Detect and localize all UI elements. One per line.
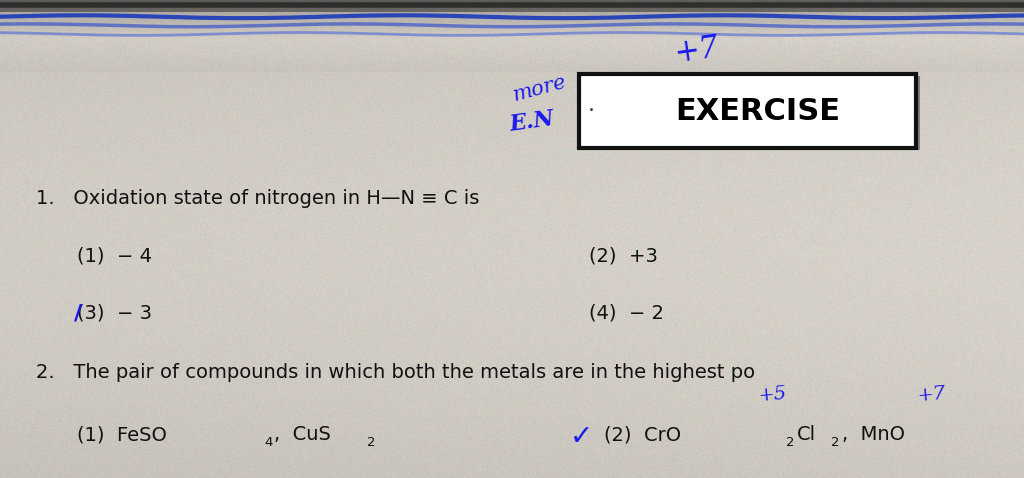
Text: (1)  FeSO: (1) FeSO [77,425,167,445]
Text: (1)  − 4: (1) − 4 [77,246,152,265]
Text: +7: +7 [916,384,947,404]
Text: 2: 2 [367,435,375,449]
Text: (2)  +3: (2) +3 [589,246,657,265]
Text: 2: 2 [831,435,840,449]
Text: more: more [511,72,568,105]
Text: 2: 2 [786,435,795,449]
Text: 2.   The pair of compounds in which both the metals are in the highest po: 2. The pair of compounds in which both t… [36,363,755,382]
Text: ,  CuS: , CuS [274,425,332,445]
Text: (3)  − 3: (3) − 3 [77,304,152,323]
Text: Cl: Cl [797,425,816,445]
Text: /: / [74,303,82,323]
Text: E.N: E.N [509,108,556,136]
Text: 1.   Oxidation state of nitrogen in H—N ≡ C is: 1. Oxidation state of nitrogen in H—N ≡ … [36,189,479,208]
FancyBboxPatch shape [579,74,916,148]
Text: ,  MnO: , MnO [842,425,905,445]
Text: +7: +7 [672,32,721,69]
Text: EXERCISE: EXERCISE [675,97,841,126]
FancyBboxPatch shape [582,76,920,150]
Text: (2)  CrO: (2) CrO [604,425,681,445]
Text: ✓: ✓ [570,424,593,451]
Text: (4)  − 2: (4) − 2 [589,304,664,323]
Text: +5: +5 [758,384,788,404]
Text: ·: · [588,101,594,121]
Text: 4: 4 [264,435,272,449]
